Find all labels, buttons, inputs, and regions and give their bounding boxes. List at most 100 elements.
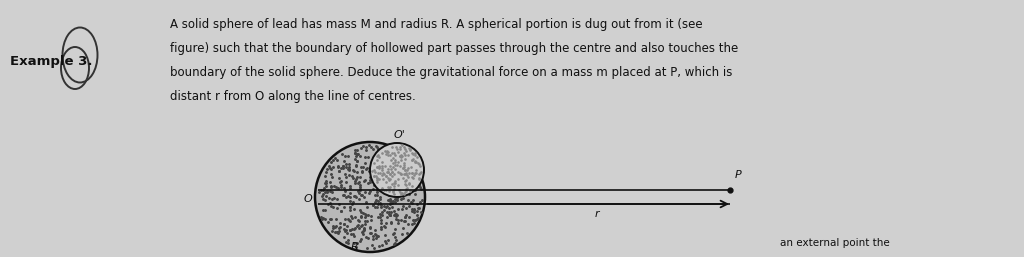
Point: [324, 190, 340, 195]
Point: [391, 170, 408, 174]
Point: [383, 205, 399, 209]
Point: [382, 164, 398, 168]
Point: [378, 180, 394, 184]
Point: [374, 168, 390, 172]
Point: [391, 189, 408, 194]
Point: [332, 225, 348, 229]
Point: [364, 160, 380, 164]
Point: [399, 153, 416, 157]
Point: [407, 153, 423, 157]
Point: [349, 241, 366, 245]
Point: [356, 190, 373, 194]
Point: [367, 232, 383, 236]
Point: [370, 199, 386, 203]
Point: [348, 224, 365, 228]
Point: [380, 180, 396, 184]
Point: [385, 199, 401, 203]
Point: [393, 158, 410, 162]
Point: [368, 228, 384, 233]
Point: [322, 167, 338, 171]
Point: [395, 192, 412, 196]
Point: [380, 150, 396, 154]
Point: [313, 188, 330, 192]
Point: [385, 172, 401, 176]
Point: [358, 166, 375, 170]
Point: [346, 227, 362, 231]
Point: [366, 147, 382, 151]
Point: [318, 189, 335, 194]
Point: [390, 170, 407, 174]
Point: [392, 147, 409, 151]
Point: [412, 177, 428, 181]
Point: [331, 169, 347, 173]
Point: [397, 183, 414, 187]
Point: [361, 191, 378, 196]
Text: O': O': [393, 130, 404, 140]
Point: [409, 217, 425, 221]
Point: [388, 187, 404, 191]
Point: [407, 210, 423, 214]
Point: [397, 146, 414, 151]
Point: [373, 227, 389, 231]
Point: [373, 221, 389, 225]
Point: [385, 189, 401, 193]
Point: [373, 218, 389, 222]
Point: [347, 179, 364, 183]
Point: [412, 200, 428, 204]
Point: [331, 169, 347, 173]
Point: [396, 171, 413, 176]
Point: [336, 235, 352, 239]
Point: [399, 231, 416, 235]
Point: [362, 214, 379, 218]
Point: [369, 234, 385, 238]
Point: [348, 152, 365, 156]
Point: [380, 173, 396, 177]
Point: [352, 208, 369, 212]
Point: [406, 208, 422, 212]
Point: [369, 176, 385, 180]
Point: [330, 186, 346, 190]
Point: [362, 218, 379, 222]
Point: [401, 204, 418, 208]
Point: [325, 224, 341, 228]
Point: [395, 163, 412, 168]
Point: [384, 180, 400, 184]
Point: [396, 219, 413, 223]
Point: [399, 177, 416, 181]
Point: [325, 165, 341, 169]
Point: [333, 166, 349, 170]
Point: [345, 169, 361, 173]
Point: [366, 174, 382, 178]
Point: [391, 179, 408, 183]
Point: [370, 180, 386, 184]
Point: [370, 202, 386, 206]
Point: [361, 178, 378, 182]
Point: [367, 205, 383, 209]
Point: [349, 175, 366, 179]
Point: [374, 154, 390, 159]
Point: [377, 162, 393, 166]
Point: [410, 175, 426, 179]
Point: [351, 180, 368, 184]
Point: [407, 173, 423, 177]
Point: [406, 152, 422, 156]
Point: [333, 209, 349, 213]
Point: [357, 148, 374, 152]
Point: [391, 160, 408, 164]
Point: [347, 162, 364, 167]
Point: [406, 207, 422, 211]
Point: [385, 156, 401, 160]
Point: [341, 162, 357, 166]
Point: [368, 181, 384, 185]
Point: [378, 161, 394, 165]
Point: [348, 170, 365, 174]
Point: [334, 152, 350, 156]
Point: [404, 218, 421, 222]
Point: [399, 182, 416, 187]
Point: [387, 187, 403, 191]
Point: [398, 183, 415, 187]
Point: [361, 231, 378, 235]
Point: [393, 153, 410, 157]
Point: [339, 194, 355, 198]
Point: [331, 176, 347, 180]
